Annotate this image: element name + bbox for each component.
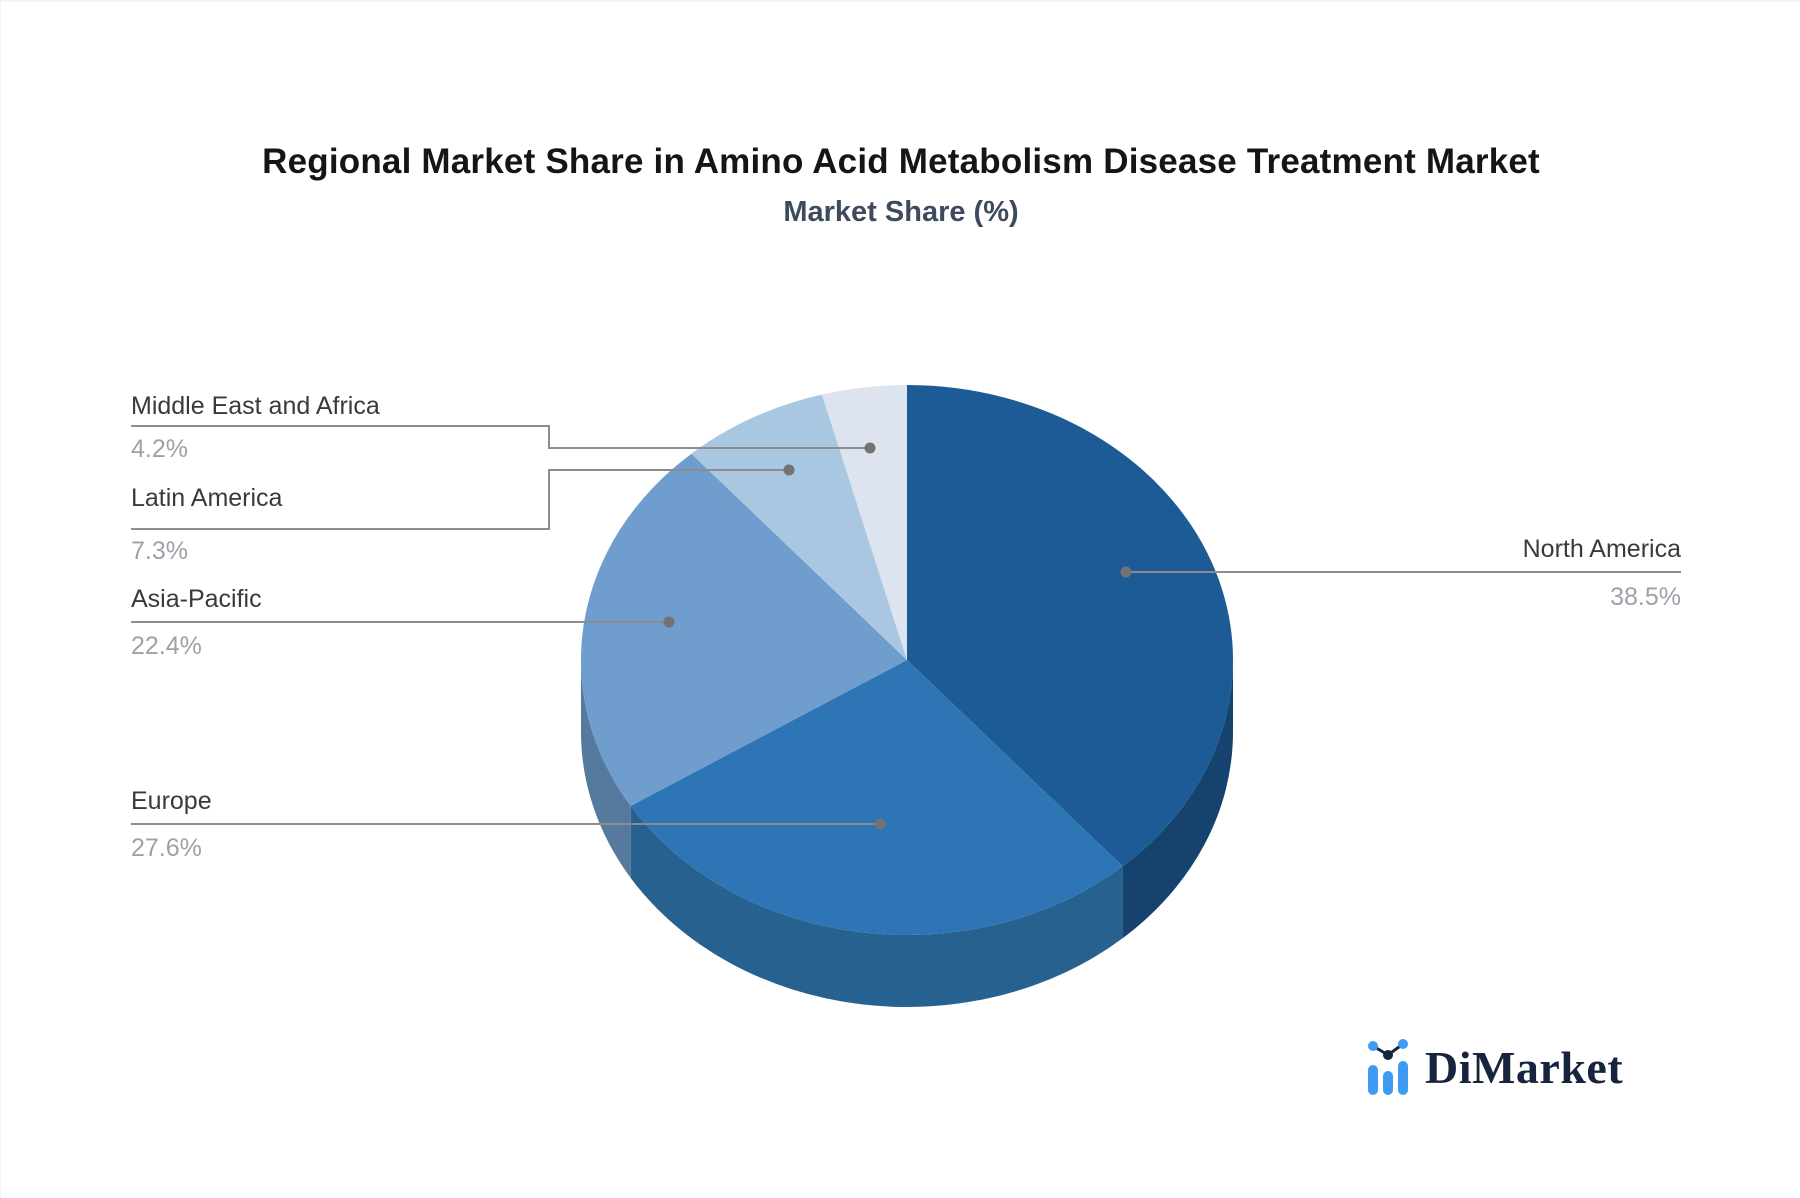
leader-line — [131, 469, 789, 530]
chart-subtitle: Market Share (%) — [783, 196, 1019, 228]
pie-slice-europe[interactable] — [630, 660, 1123, 935]
leader-dot — [663, 616, 675, 628]
pie-slice-north-america[interactable] — [907, 385, 1234, 867]
slice-value: 38.5% — [1610, 583, 1681, 612]
pie-slice-asia-pacific[interactable] — [581, 453, 907, 806]
pie-slice-latin-america[interactable] — [691, 394, 907, 660]
slice-value: 4.2% — [131, 435, 188, 464]
slice-callout: North America 38.5% — [1523, 536, 1681, 611]
slice-callout: Europe 27.6% — [131, 788, 212, 862]
slice-label: Europe — [131, 787, 212, 815]
slice-label: Asia-Pacific — [131, 585, 262, 613]
chart-header: Regional Market Share in Amino Acid Meta… — [1, 142, 1800, 229]
slice-callout: Middle East and Africa 4.2% — [131, 393, 380, 463]
pie-slice-side — [1122, 660, 1233, 939]
chart-title: Regional Market Share in Amino Acid Meta… — [262, 142, 1540, 181]
slice-callout: Latin America 7.3% — [131, 485, 282, 565]
pie-slice-side — [630, 805, 1123, 1007]
brand-logo: DiMarket — [1361, 1036, 1623, 1098]
slice-label: North America — [1522, 535, 1681, 563]
slice-label: Latin America — [131, 484, 283, 512]
leader-dot — [1120, 566, 1132, 578]
slice-value: 22.4% — [131, 632, 202, 661]
slice-value: 7.3% — [131, 537, 188, 566]
leader-dot — [783, 464, 795, 476]
brand-logo-text: DiMarket — [1425, 1041, 1624, 1093]
bar-chart-with-trend-dots-icon — [1368, 1039, 1408, 1095]
leader-dot — [874, 818, 886, 830]
slice-value: 27.6% — [131, 834, 202, 863]
slice-callout: Asia-Pacific 22.4% — [131, 586, 262, 660]
slice-label: Middle East and Africa — [131, 392, 380, 420]
leader-dot — [864, 442, 876, 454]
leader-line — [131, 425, 870, 449]
pie-slice-middle-east-and-africa[interactable] — [821, 385, 907, 660]
